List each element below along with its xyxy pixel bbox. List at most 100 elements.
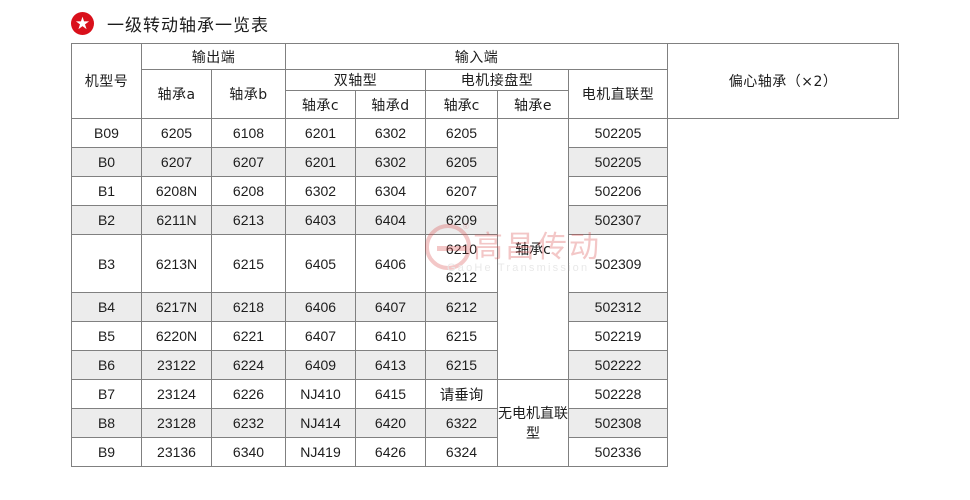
cell-bearing-d: 6415	[355, 379, 426, 409]
bearing-e-value: 6210	[445, 240, 478, 257]
cell-bearing-d: 6420	[355, 408, 426, 438]
header-input-side: 输入端	[284, 43, 669, 70]
header-model-no: 机型号	[71, 43, 142, 119]
table-row: B3 6213N 6215 6405 6406 6210 6212 502309	[71, 234, 899, 293]
header-bearing-b: 轴承b	[211, 69, 286, 119]
cell-bearing-e: 6322	[425, 408, 498, 438]
header-bearing-e: 轴承e	[497, 90, 569, 119]
table-row: B2 6211N 6213 6403 6404 6209 502307	[71, 205, 899, 235]
cell-bearing-b: 6215	[211, 234, 286, 293]
cell-eccentric-bearing: 502309	[567, 234, 669, 293]
cell-model-no: B09	[71, 118, 142, 148]
bearing-table-wrap: 机型号 输出端 输入端 偏心轴承（×2） 轴承a 轴承b 双轴型 电机接盘型 电…	[71, 43, 900, 467]
cell-bearing-e: 6205	[425, 147, 498, 177]
table-row: B6 23122 6224 6409 6413 6215 502222	[71, 350, 899, 380]
cell-bearing-a: 23122	[141, 350, 212, 380]
cell-bearing-e: 6215	[425, 321, 498, 351]
cell-bearing-d: 6404	[355, 205, 426, 235]
cell-model-no: B9	[71, 437, 142, 467]
cell-bearing-e: 6324	[425, 437, 498, 467]
header-eccentric-bearing: 偏心轴承（×2）	[667, 43, 900, 119]
cell-bearing-e: 6210 6212	[425, 234, 498, 293]
cell-bearing-d: 6406	[355, 234, 426, 293]
cell-model-no: B7	[71, 379, 142, 409]
cell-eccentric-bearing: 502308	[567, 408, 669, 438]
cell-bearing-b: 6221	[211, 321, 286, 351]
cell-bearing-b: 6213	[211, 205, 286, 235]
table-body: B09 6205 6108 6201 6302 6205 轴承c 502205 B0 6207 62…	[71, 118, 899, 467]
cell-bearing-c: 6201	[285, 147, 356, 177]
header-bearing-a: 轴承a	[141, 69, 212, 119]
flange-bearing-c-label: 轴承c	[443, 97, 480, 114]
cell-bearing-e: 6207	[425, 176, 498, 206]
cell-bearing-d: 6426	[355, 437, 426, 467]
cell-bearing-a: 23136	[141, 437, 212, 467]
cell-bearing-e: 6212	[425, 292, 498, 322]
cell-eccentric-bearing: 502222	[567, 350, 669, 380]
header-output-side: 输出端	[141, 43, 286, 70]
cell-bearing-e: 6209	[425, 205, 498, 235]
cell-eccentric-bearing: 502205	[567, 118, 669, 148]
cell-bearing-b: 6226	[211, 379, 286, 409]
cell-bearing-d: 6413	[355, 350, 426, 380]
cell-bearing-e: 6215	[425, 350, 498, 380]
cell-bearing-c: 6405	[285, 234, 356, 293]
cell-bearing-a: 6220N	[141, 321, 212, 351]
cell-bearing-d: 6304	[355, 176, 426, 206]
cell-bearing-c: 6403	[285, 205, 356, 235]
cell-bearing-c: NJ414	[285, 408, 356, 438]
table-row: B09 6205 6108 6201 6302 6205 轴承c 502205	[71, 118, 899, 380]
header-bearing-d: 轴承d	[355, 90, 426, 119]
cell-bearing-c: 6409	[285, 350, 356, 380]
cell-model-no: B0	[71, 147, 142, 177]
cell-bearing-a: 6213N	[141, 234, 212, 293]
header-bearing-c: 轴承c	[285, 90, 356, 119]
page-title-bar: ★ 一级转动轴承一览表	[71, 6, 269, 40]
bearing-e-stack: 6210 6212	[426, 235, 497, 292]
header-motor-flange: 电机接盘型	[425, 69, 569, 91]
cell-model-no: B5	[71, 321, 142, 351]
cell-eccentric-bearing: 502307	[567, 205, 669, 235]
cell-model-no: B8	[71, 408, 142, 438]
cell-bearing-e: 6205	[425, 118, 498, 148]
cell-bearing-a: 6205	[141, 118, 212, 148]
cell-bearing-d: 6410	[355, 321, 426, 351]
star-glyph: ★	[74, 13, 91, 33]
table-row: B9 23136 6340 NJ419 6426 6324 502336	[71, 437, 899, 467]
cell-eccentric-bearing: 502219	[567, 321, 669, 351]
cell-eccentric-bearing: 502205	[567, 147, 669, 177]
table-row: B5 6220N 6221 6407 6410 6215 502219	[71, 321, 899, 351]
cell-model-no: B6	[71, 350, 142, 380]
cell-bearing-c: 6302	[285, 176, 356, 206]
cell-eccentric-bearing: 502228	[567, 379, 669, 409]
table-row: B0 6207 6207 6201 6302 6205 502205	[71, 147, 899, 177]
cell-eccentric-bearing: 502336	[567, 437, 669, 467]
cell-bearing-a: 23128	[141, 408, 212, 438]
cell-bearing-a: 6217N	[141, 292, 212, 322]
table-row: B8 23128 6232 NJ414 6420 6322 502308	[71, 408, 899, 438]
cell-bearing-a: 6207	[141, 147, 212, 177]
header-row-3: 轴承c 轴承d 轴承c 轴承e	[72, 90, 899, 119]
cell-bearing-b: 6208	[211, 176, 286, 206]
cell-bearing-c: NJ410	[285, 379, 356, 409]
cell-eccentric-bearing: 502312	[567, 292, 669, 322]
cell-bearing-c: NJ419	[285, 437, 356, 467]
cell-bearing-b: 6207	[211, 147, 286, 177]
cell-model-no: B4	[71, 292, 142, 322]
cell-bearing-d: 6302	[355, 147, 426, 177]
bearing-table: 机型号 输出端 输入端 偏心轴承（×2） 轴承a 轴承b 双轴型 电机接盘型 电…	[71, 43, 900, 467]
bearing-e-value: 6212	[445, 269, 478, 286]
cell-bearing-b: 6340	[211, 437, 286, 467]
table-header: 机型号 输出端 输入端 偏心轴承（×2） 轴承a 轴承b 双轴型 电机接盘型 电…	[71, 43, 900, 119]
star-badge-icon: ★	[71, 11, 94, 35]
header-row-1: 机型号 输出端 输入端 偏心轴承（×2）	[71, 43, 900, 119]
cell-model-no: B2	[71, 205, 142, 235]
flange-bearing-c-merged-cell: 轴承c	[425, 90, 498, 119]
cell-bearing-e: 请垂询	[425, 379, 498, 409]
cell-bearing-c: 6407	[285, 321, 356, 351]
cell-bearing-c: 6406	[285, 292, 356, 322]
cell-bearing-a: 6211N	[141, 205, 212, 235]
table-row: B7 23124 6226 NJ410 6415 请垂询 无电机直联型 502228	[71, 379, 899, 467]
cell-bearing-d: 6302	[355, 118, 426, 148]
header-dual-shaft: 双轴型	[285, 69, 426, 91]
